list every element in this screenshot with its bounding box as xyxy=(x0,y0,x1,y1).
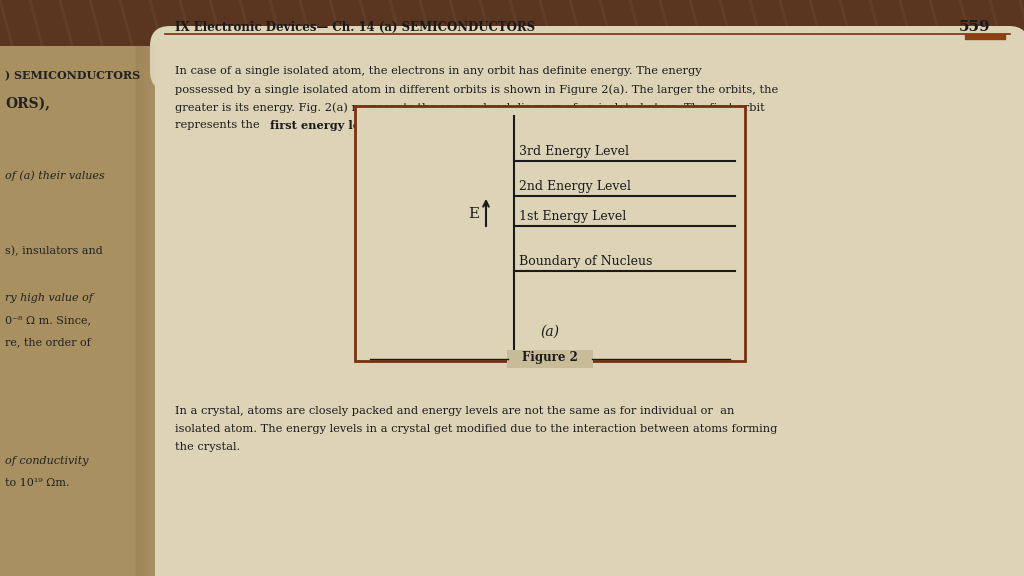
FancyBboxPatch shape xyxy=(507,350,593,368)
Text: (a): (a) xyxy=(541,325,559,339)
Text: the second orbit represents the: the second orbit represents the xyxy=(362,120,552,130)
FancyBboxPatch shape xyxy=(155,46,1024,576)
Text: Figure 2: Figure 2 xyxy=(522,351,578,365)
Text: first energy level,: first energy level, xyxy=(270,120,382,131)
Text: 2nd Energy Level: 2nd Energy Level xyxy=(519,180,631,193)
Text: E: E xyxy=(468,207,479,221)
Text: ORS),: ORS), xyxy=(5,97,50,111)
Text: In case of a single isolated atom, the electrons in any orbit has definite energ: In case of a single isolated atom, the e… xyxy=(175,66,701,76)
FancyBboxPatch shape xyxy=(0,46,155,576)
Text: to 10¹⁹ Ωm.: to 10¹⁹ Ωm. xyxy=(5,478,70,488)
Text: of conductivity: of conductivity xyxy=(5,456,88,466)
Text: 3rd Energy Level: 3rd Energy Level xyxy=(519,145,629,158)
Text: ry high value of: ry high value of xyxy=(5,293,93,303)
Text: isolated atom. The energy levels in a crystal get modified due to the interactio: isolated atom. The energy levels in a cr… xyxy=(175,424,777,434)
Text: 0⁻⁸ Ω m. Since,: 0⁻⁸ Ω m. Since, xyxy=(5,315,91,325)
FancyBboxPatch shape xyxy=(150,26,1024,91)
Text: ) SEMICONDUCTORS: ) SEMICONDUCTORS xyxy=(5,70,140,81)
Text: second energy level: second energy level xyxy=(547,120,673,131)
Text: s), insulators and: s), insulators and xyxy=(5,246,102,256)
Text: greater is its energy. Fig. 2(a) represents the energy level diagram of an isola: greater is its energy. Fig. 2(a) represe… xyxy=(175,102,765,112)
Text: Boundary of Nucleus: Boundary of Nucleus xyxy=(519,255,652,268)
Text: of (a) their values: of (a) their values xyxy=(5,170,104,181)
Text: re, the order of: re, the order of xyxy=(5,337,91,347)
Text: represents the: represents the xyxy=(175,120,263,130)
Text: In a crystal, atoms are closely packed and energy levels are not the same as for: In a crystal, atoms are closely packed a… xyxy=(175,406,734,416)
Text: 559: 559 xyxy=(958,20,990,34)
Bar xyxy=(355,106,745,361)
Text: 1st Energy Level: 1st Energy Level xyxy=(519,210,627,223)
Text: possessed by a single isolated atom in different orbits is shown in Figure 2(a).: possessed by a single isolated atom in d… xyxy=(175,84,778,94)
FancyBboxPatch shape xyxy=(0,0,1024,56)
Text: and so on.: and so on. xyxy=(662,120,725,130)
Text: IX Electronic Devices— Ch. 14 (a) SEMICONDUCTORS: IX Electronic Devices— Ch. 14 (a) SEMICO… xyxy=(175,21,536,33)
Text: the crystal.: the crystal. xyxy=(175,442,241,452)
